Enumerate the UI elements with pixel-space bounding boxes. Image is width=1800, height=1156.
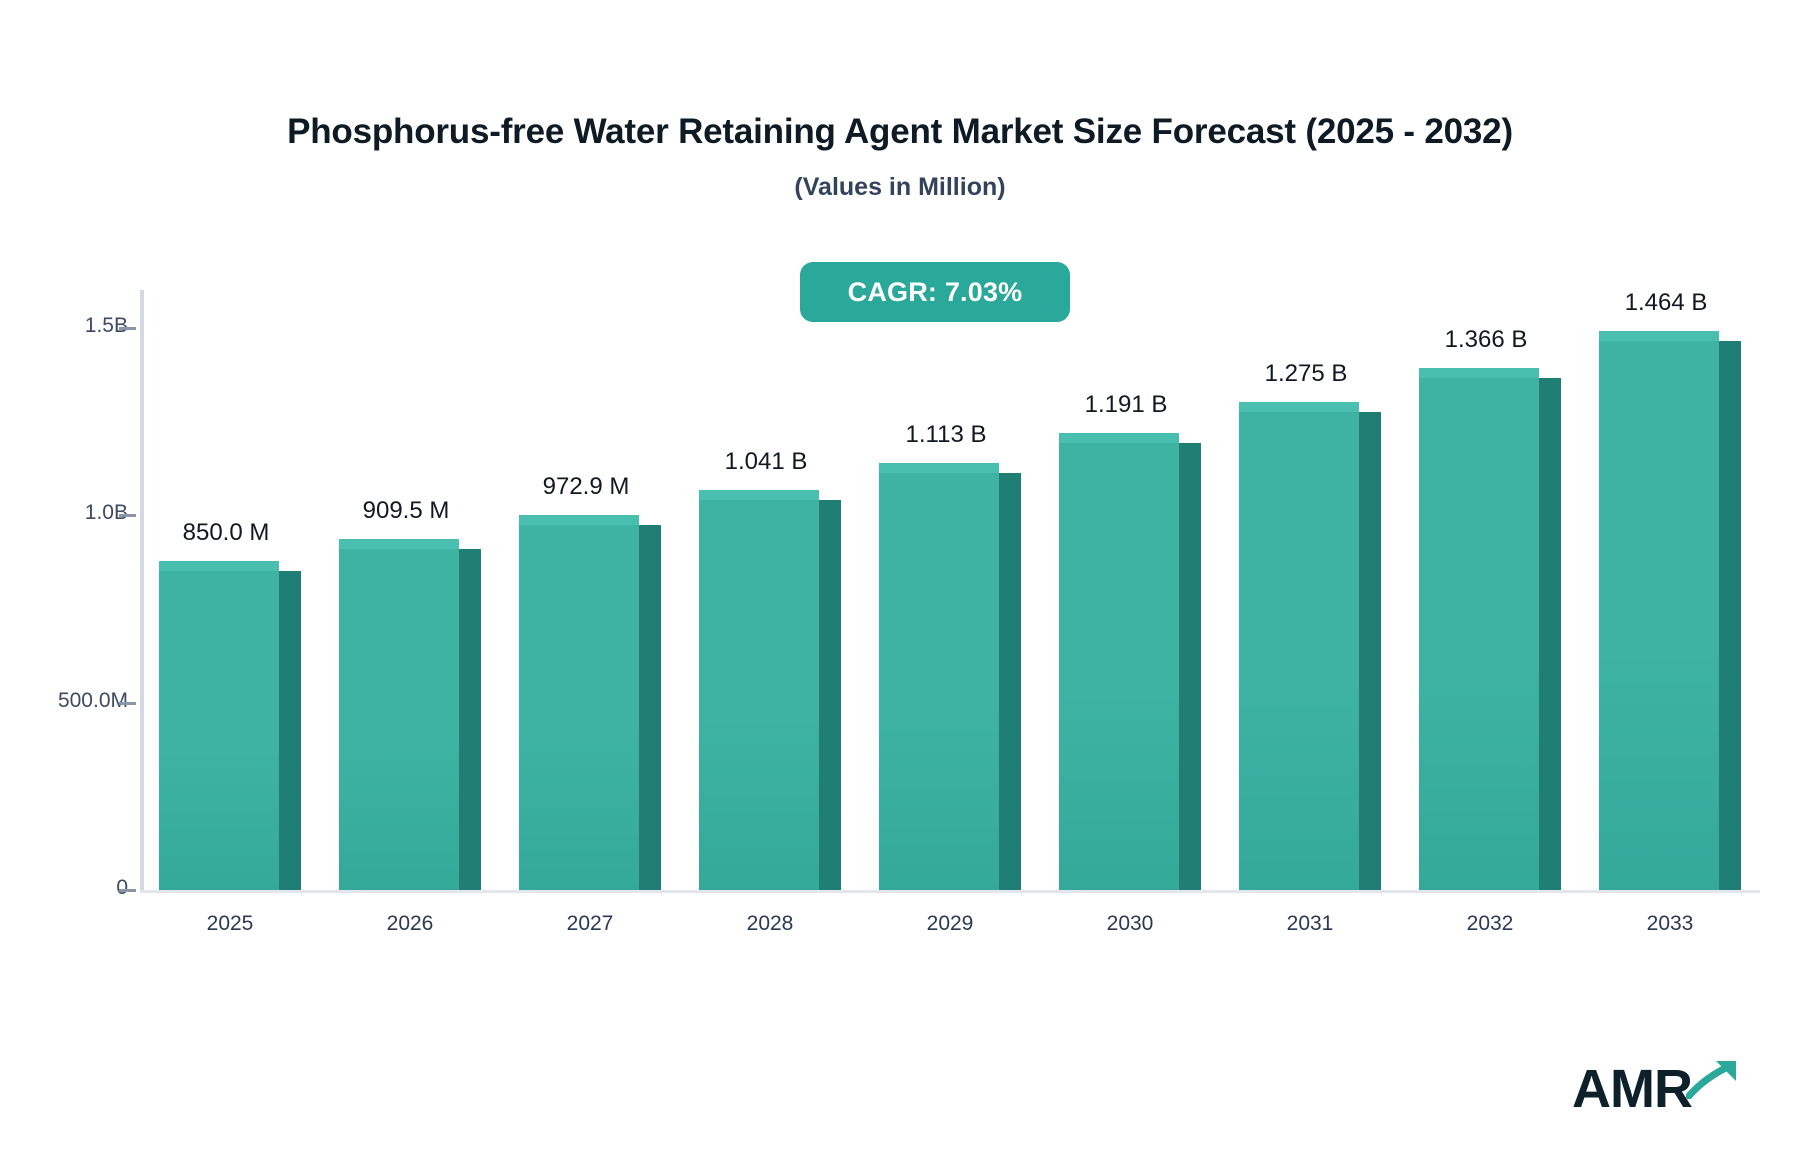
bar-value-label: 1.041 B xyxy=(724,447,808,475)
y-axis-tick-mark xyxy=(119,326,136,330)
cagr-badge: CAGR: 7.03% xyxy=(800,262,1070,322)
y-axis-line xyxy=(140,290,144,890)
bar-series: 850.0 M 909.5 M 972.9 M 1.041 B 1.113 B 1.191… xyxy=(140,289,1760,890)
x-axis-tick-label: 2027 xyxy=(566,912,614,935)
bar-column xyxy=(1419,364,1561,890)
bar-front-face xyxy=(159,571,279,890)
bar-column xyxy=(1239,398,1381,890)
bar-value-label: 1.113 B xyxy=(905,420,987,448)
bar-front-face xyxy=(1059,443,1179,890)
bar-top-face xyxy=(1599,331,1719,341)
y-axis-tick-label: 1.5B xyxy=(84,313,128,337)
y-axis-tick-label: 1.0B xyxy=(84,501,128,524)
x-axis-tick-label: 2026 xyxy=(386,912,434,935)
bar-value-label: 1.366 B xyxy=(1444,325,1528,353)
bar-value-label: 1.191 B xyxy=(1084,391,1168,419)
x-axis-tick-label: 2032 xyxy=(1466,912,1514,935)
bar-front-face xyxy=(339,548,459,890)
bar-side-face xyxy=(819,499,841,890)
bar-side-face xyxy=(1539,377,1561,890)
bar-top-face xyxy=(1419,367,1539,378)
page-title: Phosphorus-free Water Retaining Agent Ma… xyxy=(287,112,1513,151)
bar-side-face xyxy=(1179,443,1201,890)
bar-top-face xyxy=(1239,401,1359,412)
bar-side-face xyxy=(279,571,301,890)
bar-side-face xyxy=(999,472,1021,890)
bar-value-label: 972.9 M xyxy=(542,473,630,501)
chart-subtitle: (Values in Million) xyxy=(794,173,1006,201)
bar-top-face xyxy=(159,561,279,572)
amr-logo: AMR xyxy=(1572,1057,1738,1120)
bar-column xyxy=(519,511,661,890)
bar-value-label: 1.464 B xyxy=(1624,289,1708,316)
x-axis-tick-label: 2033 xyxy=(1646,912,1694,935)
cagr-badge-label: CAGR: 7.03% xyxy=(847,276,1023,307)
bar-column xyxy=(159,557,301,890)
bar-top-face xyxy=(339,538,459,549)
y-axis-tick-label: 500.0M xyxy=(57,688,128,712)
bar-front-face xyxy=(1599,341,1719,890)
bar-value-label: 1.275 B xyxy=(1264,359,1348,387)
bar-column xyxy=(1599,327,1741,890)
x-axis-tick-label: 2025 xyxy=(206,912,254,935)
y-axis-tick-label: 0 xyxy=(116,876,128,899)
y-axis-tick-mark xyxy=(119,514,136,517)
bar-front-face xyxy=(1239,411,1359,890)
x-axis-tick-label: 2029 xyxy=(926,912,974,935)
bar-front-face xyxy=(879,472,999,890)
bar-top-face xyxy=(519,515,639,526)
growth-arrow-icon xyxy=(1684,1057,1738,1104)
bar-side-face xyxy=(1719,341,1741,890)
logo-text: AMR xyxy=(1572,1058,1693,1119)
bar-column xyxy=(1059,429,1201,890)
bar-column xyxy=(699,486,841,890)
bar-side-face xyxy=(639,525,661,890)
bar-top-face xyxy=(879,462,999,473)
bar-column xyxy=(879,459,1021,890)
bar-column xyxy=(339,535,481,890)
y-axis-tick-mark xyxy=(119,701,136,705)
bar-side-face xyxy=(1359,411,1381,890)
x-axis-tick-label: 2031 xyxy=(1286,912,1334,935)
bar-value-label: 909.5 M xyxy=(362,496,450,524)
y-axis-tick-mark xyxy=(119,889,136,892)
bar-top-face xyxy=(699,489,819,500)
bar-value-label: 850.0 M xyxy=(182,519,270,547)
bar-side-face xyxy=(459,548,481,890)
x-axis-line xyxy=(140,890,1760,893)
bar-front-face xyxy=(519,525,639,890)
x-axis-tick-label: 2028 xyxy=(746,912,794,935)
x-axis-tick-label: 2030 xyxy=(1106,912,1154,935)
bar-front-face xyxy=(699,499,819,890)
bar-top-face xyxy=(1059,433,1179,444)
bar-front-face xyxy=(1419,377,1539,890)
